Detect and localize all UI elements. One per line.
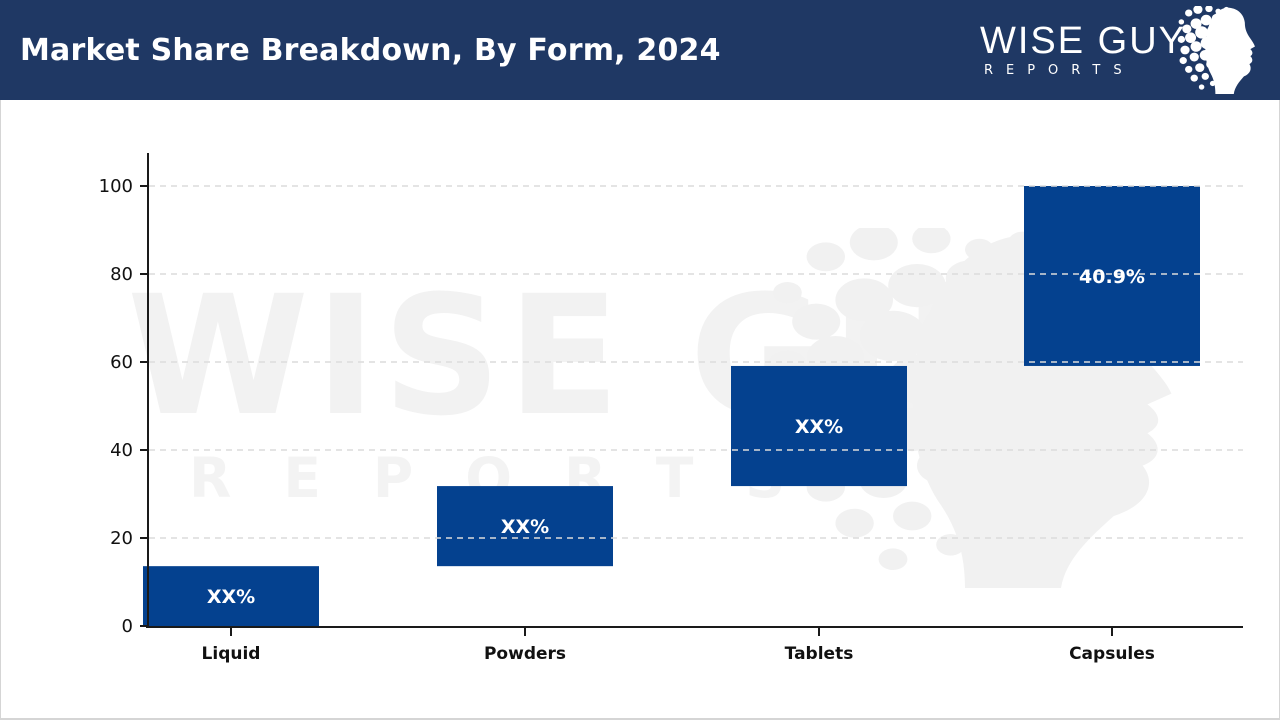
bar-value-label-powders: XX% bbox=[501, 516, 549, 538]
y-tick-label-100: 100 bbox=[99, 176, 133, 197]
bar-value-label-liquid: XX% bbox=[207, 586, 255, 608]
chart-area: WISE GUY REPORTS XX% XX% XX% 40.9% 0 20 40 60 80… bbox=[0, 100, 1280, 720]
page-title: Market Share Breakdown, By Form, 2024 bbox=[20, 32, 721, 68]
x-tick-label-tablets: Tablets bbox=[785, 644, 854, 664]
wise-guy-logo: WISE GUY REPORTS bbox=[980, 6, 1266, 94]
bar-tablets bbox=[731, 365, 907, 487]
y-tick-label-60: 60 bbox=[110, 352, 133, 373]
logo-subtitle: REPORTS bbox=[983, 63, 1135, 78]
logo-wordmark: WISE GUY bbox=[979, 20, 1186, 62]
bar-liquid bbox=[143, 566, 319, 626]
y-tick-label-40: 40 bbox=[110, 440, 133, 461]
wise-guy-face-icon bbox=[1177, 6, 1255, 94]
x-tick-label-capsules: Capsules bbox=[1069, 644, 1155, 664]
x-tick-label-liquid: Liquid bbox=[202, 644, 261, 664]
bar-chart: XX% XX% XX% 40.9% 0 20 40 60 80 100 Liquid Powders T… bbox=[99, 153, 1243, 664]
bar-value-label-capsules: 40.9% bbox=[1079, 266, 1145, 288]
bar-value-label-tablets: XX% bbox=[795, 416, 843, 438]
x-tick-label-powders: Powders bbox=[484, 644, 566, 664]
logo-text: WISE GUY REPORTS bbox=[980, 22, 1186, 78]
y-tick-label-0: 0 bbox=[122, 616, 133, 637]
bar-powders bbox=[437, 486, 613, 567]
header: Market Share Breakdown, By Form, 2024 WI… bbox=[0, 0, 1280, 100]
bar-capsules bbox=[1024, 186, 1200, 366]
y-tick-label-20: 20 bbox=[110, 528, 133, 549]
y-tick-label-80: 80 bbox=[110, 264, 133, 285]
